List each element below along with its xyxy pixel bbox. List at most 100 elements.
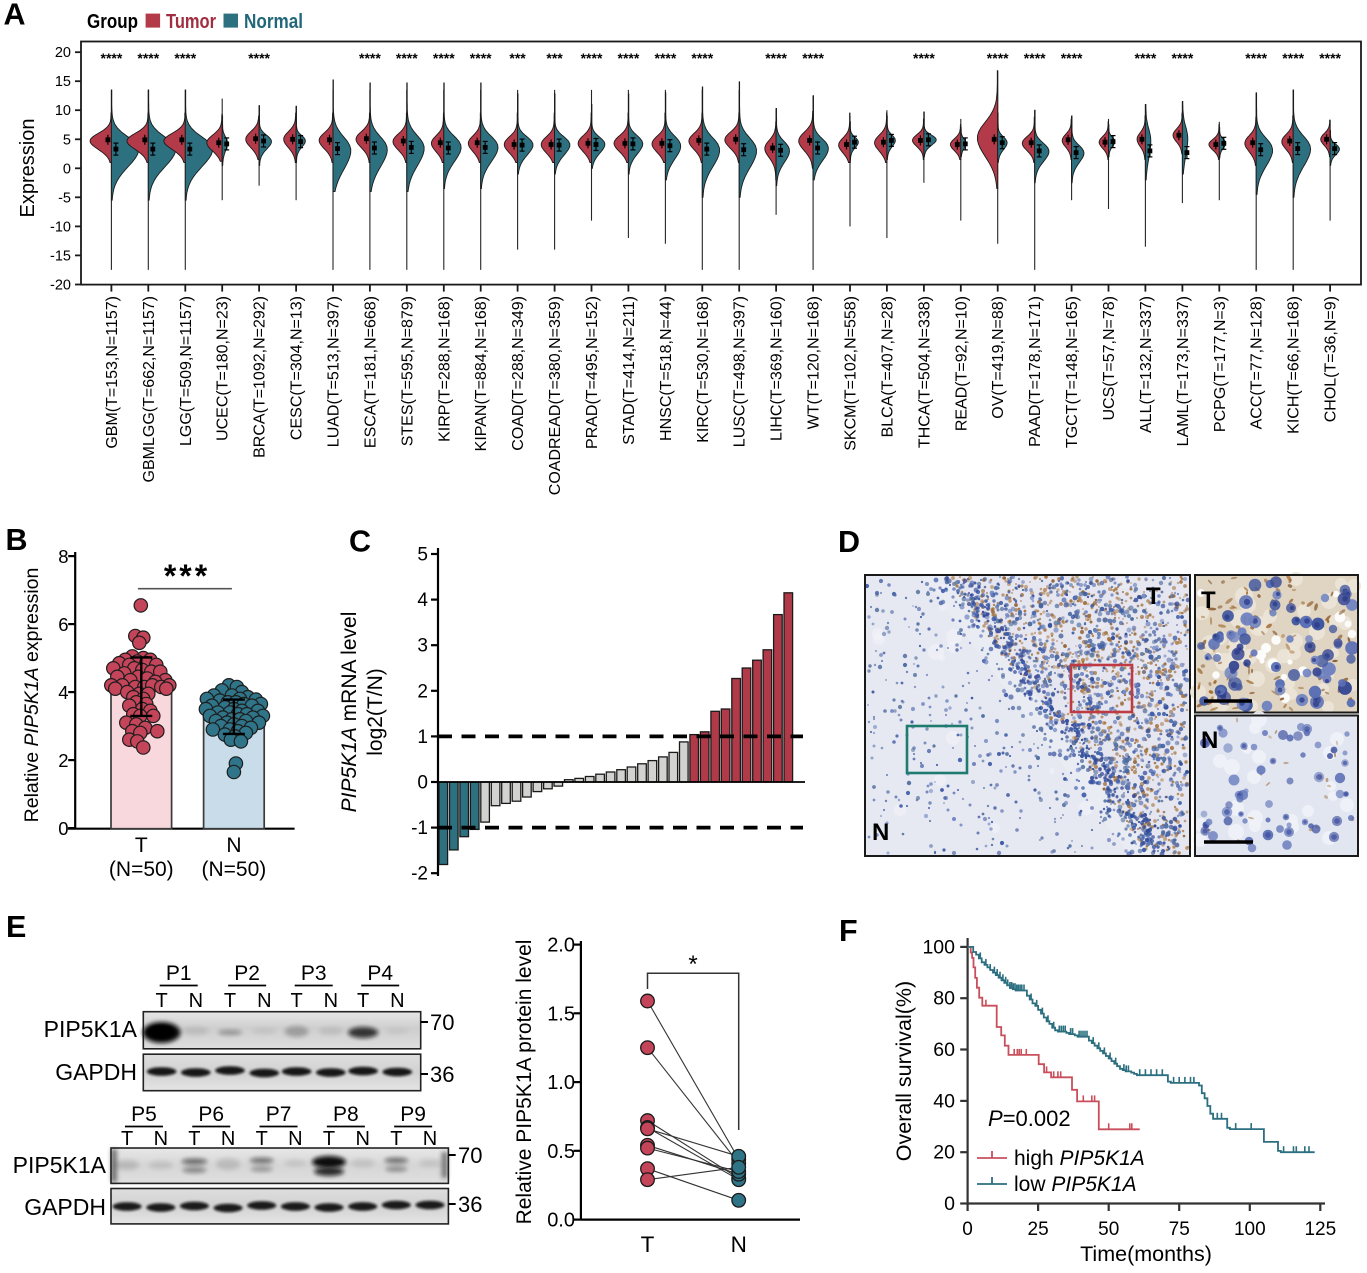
svg-text:****: **** (101, 50, 123, 66)
svg-text:****: **** (470, 50, 492, 66)
svg-text:BLCA(T=407,N=28): BLCA(T=407,N=28) (879, 296, 896, 437)
svg-text:T: T (155, 990, 167, 1012)
svg-text:****: **** (174, 50, 196, 66)
svg-text:****: **** (1245, 50, 1267, 66)
svg-text:1.5: 1.5 (547, 1003, 575, 1025)
svg-text:Group: Group (87, 11, 138, 33)
svg-text:****: **** (581, 50, 603, 66)
svg-text:***: *** (164, 558, 210, 594)
svg-text:Overall survival(%): Overall survival(%) (892, 981, 916, 1161)
svg-text:20: 20 (55, 45, 71, 61)
svg-text:STES(T=595,N=879): STES(T=595,N=879) (399, 296, 416, 446)
svg-text:80: 80 (933, 988, 955, 1010)
svg-text:****: **** (1024, 50, 1046, 66)
svg-text:N: N (1201, 727, 1218, 754)
svg-text:0: 0 (58, 818, 68, 839)
svg-text:(N=50): (N=50) (202, 858, 267, 881)
svg-text:T: T (1201, 587, 1216, 614)
svg-text:CHOL(T=36,N=9): CHOL(T=36,N=9) (1323, 296, 1340, 422)
svg-text:36: 36 (458, 1192, 482, 1217)
svg-text:KICH(T=66,N=168): KICH(T=66,N=168) (1286, 296, 1303, 434)
svg-text:6: 6 (58, 614, 68, 635)
svg-text:LIHC(T=369,N=160): LIHC(T=369,N=160) (769, 296, 786, 441)
svg-text:E: E (6, 910, 26, 944)
svg-text:-20: -20 (50, 278, 71, 294)
svg-text:log2(T/N): log2(T/N) (364, 668, 387, 756)
svg-text:Expression: Expression (17, 119, 39, 218)
svg-text:-1: -1 (411, 818, 428, 839)
svg-text:0: 0 (962, 1219, 973, 1240)
svg-text:****: **** (691, 50, 713, 66)
svg-text:T: T (390, 1128, 402, 1150)
svg-text:T: T (121, 1128, 133, 1150)
svg-text:Time(months): Time(months) (1080, 1242, 1212, 1266)
svg-text:LGG(T=509,N=1157): LGG(T=509,N=1157) (178, 296, 195, 446)
svg-text:OV(T=419,N=88): OV(T=419,N=88) (990, 296, 1007, 419)
svg-text:N: N (288, 1128, 302, 1150)
svg-text:5: 5 (63, 132, 71, 148)
svg-text:STAD(T=414,N=211): STAD(T=414,N=211) (621, 296, 638, 445)
svg-text:SKCM(T=102,N=558): SKCM(T=102,N=558) (843, 296, 860, 451)
svg-text:****: **** (359, 50, 381, 66)
svg-text:N: N (189, 990, 203, 1012)
svg-text:Relative PIP5K1A expression: Relative PIP5K1A expression (21, 568, 43, 823)
svg-text:N: N (872, 819, 889, 846)
svg-text:****: **** (987, 50, 1009, 66)
svg-text:T: T (224, 990, 236, 1012)
svg-text:1: 1 (417, 727, 428, 748)
svg-text:****: **** (765, 50, 787, 66)
svg-text:D: D (838, 525, 860, 559)
svg-text:****: **** (913, 50, 935, 66)
svg-text:70: 70 (430, 1010, 454, 1035)
svg-text:P6: P6 (198, 1103, 224, 1126)
svg-text:25: 25 (1028, 1219, 1049, 1240)
svg-text:****: **** (248, 50, 270, 66)
svg-text:****: **** (655, 50, 677, 66)
svg-text:****: **** (433, 50, 455, 66)
svg-text:75: 75 (1169, 1219, 1190, 1240)
svg-text:P4: P4 (367, 962, 393, 985)
svg-text:0: 0 (63, 161, 71, 177)
svg-text:****: **** (1282, 50, 1304, 66)
svg-text:2: 2 (58, 750, 68, 771)
svg-text:P2: P2 (234, 962, 260, 985)
svg-text:COAD(T=288,N=349): COAD(T=288,N=349) (510, 296, 527, 451)
svg-text:-15: -15 (50, 248, 71, 264)
svg-text:T: T (256, 1128, 268, 1150)
svg-text:(N=50): (N=50) (109, 858, 174, 881)
svg-text:***: *** (546, 50, 563, 66)
svg-text:LUAD(T=513,N=397): LUAD(T=513,N=397) (326, 296, 343, 447)
svg-text:40: 40 (933, 1090, 955, 1112)
svg-text:T: T (188, 1128, 200, 1150)
svg-text:0: 0 (944, 1193, 955, 1215)
svg-text:0: 0 (417, 773, 428, 794)
svg-text:100: 100 (922, 936, 955, 958)
svg-text:HNSC(T=518,N=44): HNSC(T=518,N=44) (658, 296, 675, 441)
svg-text:****: **** (618, 50, 640, 66)
svg-text:****: **** (1135, 50, 1157, 66)
svg-text:A: A (4, 0, 26, 32)
svg-text:N: N (355, 1128, 369, 1150)
svg-text:-2: -2 (411, 864, 428, 885)
svg-text:READ(T=92,N=10): READ(T=92,N=10) (953, 296, 970, 431)
svg-text:100: 100 (1234, 1219, 1266, 1240)
svg-text:N: N (324, 990, 338, 1012)
svg-text:4: 4 (58, 682, 68, 703)
svg-text:N: N (423, 1128, 437, 1150)
svg-text:F: F (839, 914, 858, 948)
svg-text:125: 125 (1304, 1219, 1336, 1240)
svg-text:TGCT(T=148,N=165): TGCT(T=148,N=165) (1064, 296, 1081, 448)
svg-text:1.0: 1.0 (547, 1072, 575, 1094)
svg-text:PIP5K1A: PIP5K1A (13, 1152, 107, 1178)
svg-text:50: 50 (1098, 1219, 1119, 1240)
svg-text:****: **** (802, 50, 824, 66)
svg-text:P9: P9 (400, 1103, 426, 1126)
svg-text:UCS(T=57,N=78): UCS(T=57,N=78) (1101, 296, 1118, 421)
svg-text:CESC(T=304,N=13): CESC(T=304,N=13) (289, 296, 306, 440)
svg-text:KIRC(T=530,N=168): KIRC(T=530,N=168) (695, 296, 712, 443)
svg-text:C: C (349, 525, 371, 559)
svg-text:5: 5 (417, 545, 428, 566)
svg-text:T: T (357, 990, 369, 1012)
svg-text:P7: P7 (266, 1103, 292, 1126)
svg-text:****: **** (1319, 50, 1341, 66)
